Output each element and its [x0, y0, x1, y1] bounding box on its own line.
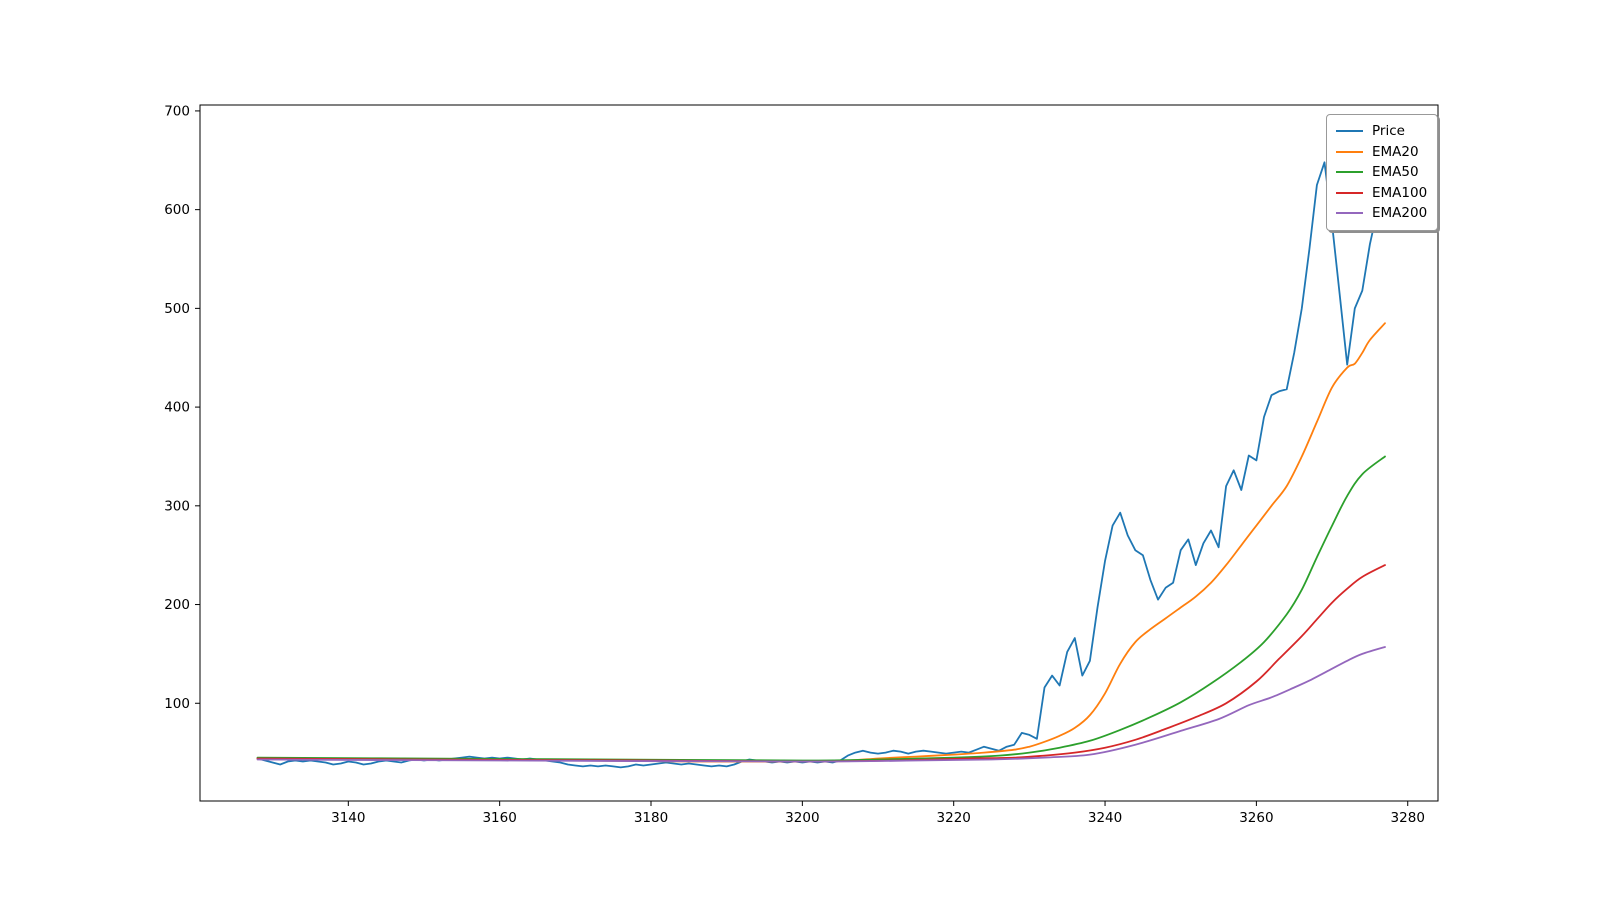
y-tick-label: 600 — [164, 202, 190, 218]
x-tick-label: 3240 — [1088, 810, 1122, 826]
x-axis: 3140 3160 3180 3200 3220 3240 3260 3280 — [331, 801, 1425, 826]
series-line-ema100 — [256, 564, 1386, 763]
legend-label: EMA200 — [1372, 205, 1428, 222]
legend-entry-ema20: EMA20 — [1336, 142, 1427, 163]
y-tick-label: 100 — [164, 696, 190, 712]
series-line-price — [256, 161, 1386, 769]
legend-line-sample — [1336, 212, 1363, 215]
legend-line-sample — [1336, 171, 1363, 174]
legend-line-sample — [1336, 191, 1363, 194]
legend-label: EMA50 — [1372, 164, 1419, 181]
x-tick-label: 3180 — [634, 810, 668, 826]
legend-line-sample — [1336, 150, 1363, 153]
legend-entry-price: Price — [1336, 121, 1427, 142]
y-tick-label: 200 — [164, 597, 190, 613]
x-tick-label: 3260 — [1239, 810, 1273, 826]
y-tick-label: 300 — [164, 498, 190, 514]
x-tick-label: 3140 — [331, 810, 365, 826]
series-line-ema200 — [256, 646, 1386, 763]
legend-entry-ema100: EMA100 — [1336, 183, 1427, 204]
x-tick-label: 3160 — [482, 810, 516, 826]
legend: Price EMA20 EMA50 EMA100 EMA200 — [1326, 114, 1439, 231]
y-tick-label: 400 — [164, 400, 190, 416]
y-axis: 100 200 300 400 500 600 700 — [164, 103, 200, 712]
x-tick-label: 3200 — [785, 810, 819, 826]
y-tick-label: 500 — [164, 301, 190, 317]
legend-label: EMA100 — [1372, 184, 1428, 201]
series-line-ema50 — [256, 455, 1386, 762]
legend-entry-ema50: EMA50 — [1336, 162, 1427, 183]
legend-line-sample — [1336, 130, 1363, 133]
y-tick-label: 700 — [164, 103, 190, 119]
legend-entry-ema200: EMA200 — [1336, 203, 1427, 224]
x-tick-label: 3220 — [937, 810, 971, 826]
legend-label: Price — [1372, 123, 1405, 140]
axes-spines — [199, 104, 1439, 802]
x-tick-label: 3280 — [1391, 810, 1425, 826]
legend-label: EMA20 — [1372, 143, 1419, 160]
